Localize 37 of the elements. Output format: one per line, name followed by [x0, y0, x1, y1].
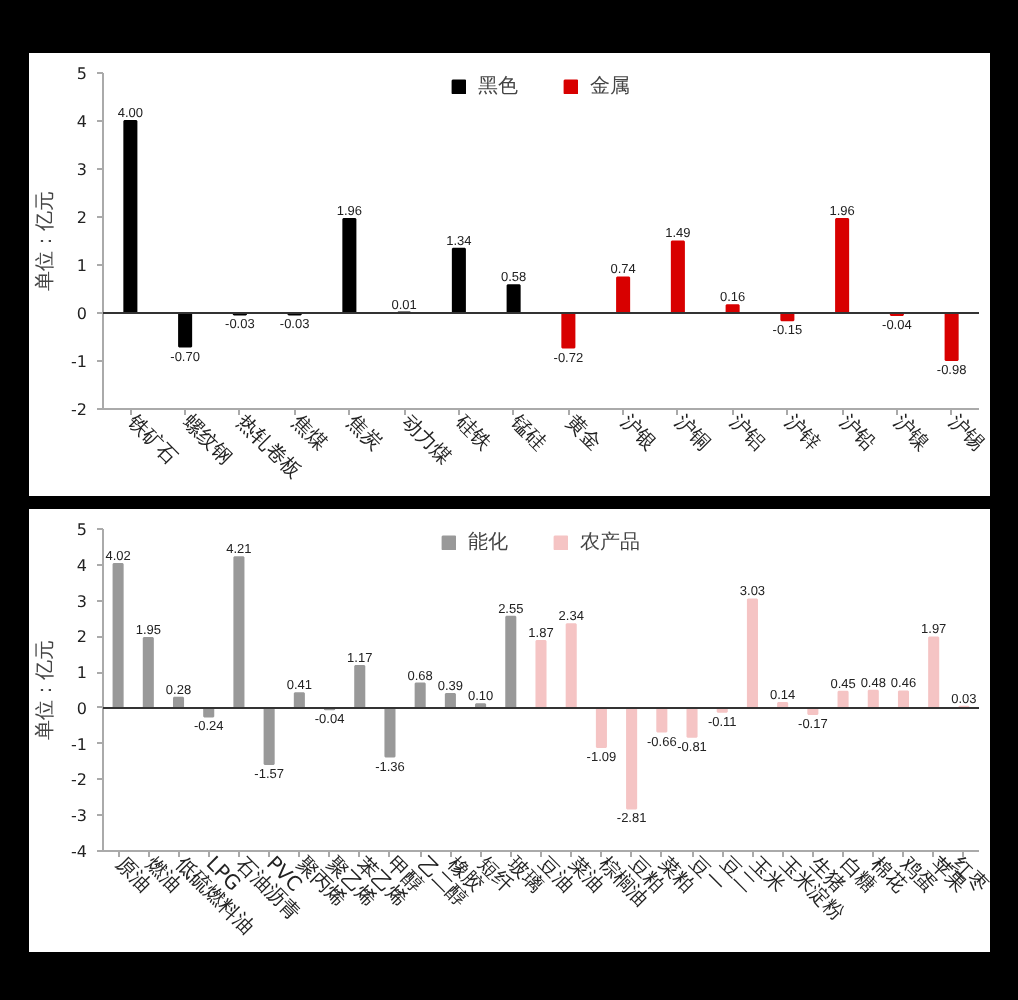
- y-tick-label: 5: [76, 65, 88, 83]
- legend-label: 黑色: [478, 74, 518, 100]
- x-tick-label: 锰硅: [504, 408, 552, 456]
- x-tick-label: 焦煤: [286, 409, 333, 456]
- x-tick-label: 沪锡: [943, 409, 990, 456]
- x-tick-label: 沪锌: [779, 409, 825, 456]
- y-tick-label: 3: [76, 592, 88, 611]
- x-tick-label: 铁矿石: [121, 408, 182, 470]
- x-tick-label: 沪银: [615, 409, 661, 456]
- y-tick-label: -2: [71, 771, 88, 790]
- x-tick-label: 沪铜: [670, 409, 716, 456]
- y-tick-label: 0: [76, 305, 88, 323]
- y-tick-label: -4: [71, 843, 88, 861]
- legend-label: 金属: [590, 74, 630, 100]
- x-tick-label: 焦炭: [341, 409, 387, 456]
- y-tick-label: 3: [76, 161, 88, 179]
- x-tick-label: 沪镍: [889, 409, 935, 456]
- y-tick-label: -1: [71, 353, 88, 371]
- y-tick-label: 5: [76, 521, 88, 539]
- y-tick-label: 1: [76, 257, 88, 275]
- y-tick-label: 4: [76, 556, 88, 575]
- x-tick-label: 沪铅: [834, 409, 880, 456]
- legend-label: 能化: [468, 529, 508, 556]
- x-tick-label: 螺纹钢: [177, 409, 237, 470]
- legend-label: 农产品: [580, 529, 640, 556]
- y-tick-label: -1: [71, 735, 88, 754]
- y-tick-label: 2: [76, 628, 88, 647]
- y-tick-label: 4: [76, 113, 88, 131]
- y-axis-title: 单位：亿元: [33, 191, 58, 291]
- x-tick-label: 沪铝: [724, 409, 771, 456]
- y-tick-label: 2: [76, 209, 88, 227]
- x-tick-label: 黄金: [560, 409, 606, 456]
- y-tick-label: -3: [71, 807, 88, 826]
- y-tick-label: 1: [76, 664, 88, 683]
- y-tick-label: -2: [71, 401, 88, 419]
- y-tick-label: 0: [76, 699, 88, 718]
- y-axis-title: 单位：亿元: [33, 640, 58, 740]
